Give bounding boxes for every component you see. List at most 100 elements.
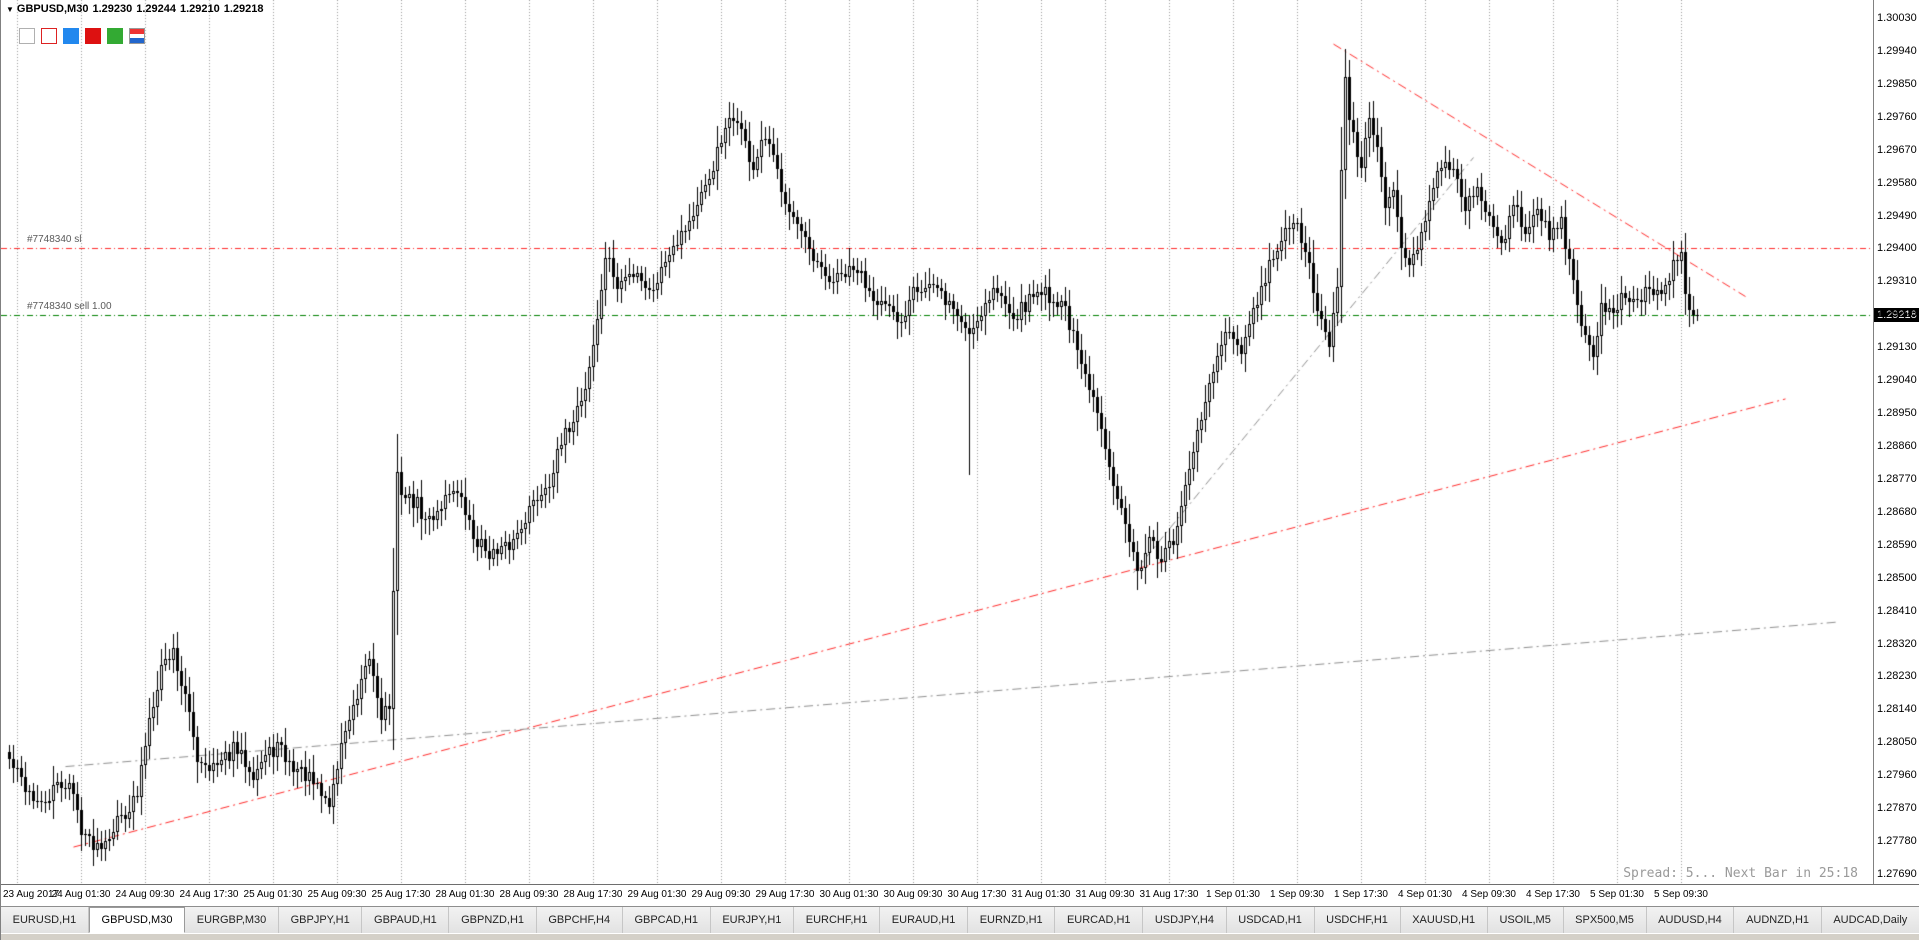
- time-axis-label: 24 Aug 09:30: [115, 889, 175, 900]
- tab-eurcad-h1[interactable]: EURCAD,H1: [1055, 907, 1144, 933]
- time-axis-label: 4 Sep 09:30: [1462, 889, 1516, 900]
- chart-area[interactable]: ▼ GBPUSD,M30 1.29230 1.29244 1.29210 1.29218 …: [1, 0, 1919, 884]
- tab-gbpnzd-h1[interactable]: GBPNZD,H1: [449, 907, 537, 933]
- tab-audcad-daily[interactable]: AUDCAD,Daily: [1821, 907, 1919, 933]
- ohlc-open-value: 1.29230: [92, 3, 133, 15]
- time-axis-label: 4 Sep 17:30: [1526, 889, 1580, 900]
- tab-euraud-h1[interactable]: EURAUD,H1: [880, 907, 969, 933]
- time-axis-label: 29 Aug 01:30: [627, 889, 687, 900]
- time-axis-label: 1 Sep 17:30: [1334, 889, 1388, 900]
- price-scale-label: 1.28950: [1877, 407, 1917, 420]
- time-axis-label: 24 Aug 17:30: [179, 889, 239, 900]
- time-axis-label: 25 Aug 01:30: [243, 889, 303, 900]
- price-scale-label: 1.28320: [1877, 637, 1917, 650]
- price-scale-label: 1.28500: [1877, 571, 1917, 584]
- tab-usdcad-h1[interactable]: USDCAD,H1: [1226, 907, 1315, 933]
- tab-eurusd-h1[interactable]: EURUSD,H1: [1, 907, 89, 933]
- tab-gbpjpy-h1[interactable]: GBPJPY,H1: [278, 907, 363, 933]
- time-axis-label: 25 Aug 09:30: [307, 889, 367, 900]
- time-axis-label: 30 Aug 09:30: [883, 889, 943, 900]
- time-axis-label: 1 Sep 01:30: [1206, 889, 1260, 900]
- price-scale-label: 1.28680: [1877, 505, 1917, 518]
- tab-usdjpy-h4[interactable]: USDJPY,H4: [1143, 907, 1227, 933]
- swatch-green[interactable]: [107, 28, 123, 44]
- current-price-box: 1.29218: [1874, 308, 1919, 323]
- price-scale[interactable]: 1.29218 1.30030 1.29940 1.29850 1.29760 1.29…: [1873, 0, 1919, 884]
- price-scale-label: 1.30030: [1877, 12, 1917, 24]
- price-scale-label: 1.27690: [1877, 868, 1917, 880]
- time-axis-label: 28 Aug 17:30: [563, 889, 623, 900]
- spread-nextbar-status: Spread: 5... Next Bar in 25:18: [1623, 866, 1858, 881]
- price-scale-label: 1.28230: [1877, 670, 1917, 683]
- tab-usdchf-h1[interactable]: USDCHF,H1: [1314, 907, 1401, 933]
- swatch-striped-flag[interactable]: [129, 28, 145, 44]
- chart-symbol-info: ▼ GBPUSD,M30 1.29230 1.29244 1.29210 1.29218: [6, 3, 268, 15]
- color-swatches-toolbar: [19, 28, 145, 44]
- price-scale-label: 1.28860: [1877, 440, 1917, 452]
- price-scale-label: 1.27960: [1877, 769, 1917, 782]
- price-scale-label: 1.28590: [1877, 538, 1917, 551]
- price-scale-label: 1.29130: [1877, 341, 1917, 354]
- tab-audusd-h4[interactable]: AUDUSD,H4: [1646, 907, 1735, 933]
- swatch-red[interactable]: [85, 28, 101, 44]
- stop-loss-line-label[interactable]: #7748340 sl: [27, 234, 82, 246]
- chart-tabs-bar: EURUSD,H1 GBPUSD,M30 EURGBP,M30 GBPJPY,H1 GB…: [1, 906, 1919, 933]
- time-axis-label: 31 Aug 17:30: [1139, 889, 1199, 900]
- time-axis-label: 1 Sep 09:30: [1270, 889, 1324, 900]
- time-axis-label: 28 Aug 09:30: [499, 889, 559, 900]
- tab-eurnzd-h1[interactable]: EURNZD,H1: [968, 907, 1056, 933]
- tab-eurjpy-h1[interactable]: EURJPY,H1: [710, 907, 795, 933]
- sell-order-line-label[interactable]: #7748340 sell 1.00: [27, 301, 112, 313]
- window-bottom-edge: [1, 933, 1919, 940]
- tab-gbpcad-h1[interactable]: GBPCAD,H1: [622, 907, 711, 933]
- price-scale-label: 1.28410: [1877, 604, 1917, 617]
- tab-gbpchf-h4[interactable]: GBPCHF,H4: [536, 907, 623, 933]
- price-scale-label: 1.29850: [1877, 77, 1917, 90]
- time-axis-label: 28 Aug 01:30: [435, 889, 495, 900]
- price-scale-label: 1.29580: [1877, 176, 1917, 189]
- tab-xauusd-h1[interactable]: XAUUSD,H1: [1400, 907, 1488, 933]
- price-scale-label: 1.28140: [1877, 703, 1917, 716]
- price-scale-label: 1.28770: [1877, 472, 1917, 485]
- swatch-white-outline[interactable]: [19, 28, 35, 44]
- time-axis-label: 4 Sep 01:30: [1398, 889, 1452, 900]
- time-axis-label: 29 Aug 17:30: [755, 889, 815, 900]
- time-axis[interactable]: 23 Aug 2017 24 Aug 01:30 24 Aug 09:30 24 Au…: [1, 884, 1919, 906]
- price-scale-label: 1.29490: [1877, 209, 1917, 222]
- price-scale-label: 1.29310: [1877, 275, 1917, 288]
- price-scale-label: 1.27780: [1877, 835, 1917, 848]
- price-scale-label: 1.27870: [1877, 802, 1917, 815]
- price-scale-label: 1.29940: [1877, 44, 1917, 57]
- tab-gbpusd-m30[interactable]: GBPUSD,M30: [88, 907, 186, 933]
- tab-eurgbp-m30[interactable]: EURGBP,M30: [185, 907, 279, 933]
- price-scale-label: 1.29670: [1877, 143, 1917, 156]
- time-axis-label: 5 Sep 01:30: [1590, 889, 1644, 900]
- price-scale-label: 1.29760: [1877, 110, 1917, 123]
- time-axis-label: 30 Aug 17:30: [947, 889, 1007, 900]
- time-axis-label: 23 Aug 2017: [3, 889, 60, 900]
- time-axis-label: 31 Aug 01:30: [1011, 889, 1071, 900]
- tab-spx500-m5[interactable]: SPX500,M5: [1563, 907, 1647, 933]
- tab-eurchf-h1[interactable]: EURCHF,H1: [794, 907, 881, 933]
- symbol-timeframe-label: GBPUSD,M30: [16, 3, 89, 15]
- time-axis-label: 30 Aug 01:30: [819, 889, 879, 900]
- candlestick-chart-canvas[interactable]: [1, 0, 1873, 884]
- tab-gbpaud-h1[interactable]: GBPAUD,H1: [362, 907, 450, 933]
- ohlc-low-value: 1.29210: [179, 3, 220, 15]
- swatch-blue[interactable]: [63, 28, 79, 44]
- price-scale-label: 1.28050: [1877, 736, 1917, 749]
- price-scale-label: 1.29220: [1877, 308, 1917, 321]
- dropdown-arrow-icon: ▼: [6, 5, 14, 14]
- time-axis-label: 25 Aug 17:30: [371, 889, 431, 900]
- ohlc-high-value: 1.29244: [136, 3, 176, 15]
- swatch-red-outline[interactable]: [41, 28, 57, 44]
- time-axis-label: 5 Sep 09:30: [1654, 889, 1708, 900]
- ohlc-close-value: 1.29218: [223, 3, 264, 15]
- tab-audnzd-h1[interactable]: AUDNZD,H1: [1734, 907, 1822, 933]
- time-axis-label: 31 Aug 09:30: [1075, 889, 1135, 900]
- price-scale-label: 1.29040: [1877, 374, 1917, 387]
- price-scale-label: 1.29400: [1877, 242, 1917, 255]
- time-axis-label: 29 Aug 09:30: [691, 889, 751, 900]
- tab-usoil-m5[interactable]: USOIL,M5: [1487, 907, 1564, 933]
